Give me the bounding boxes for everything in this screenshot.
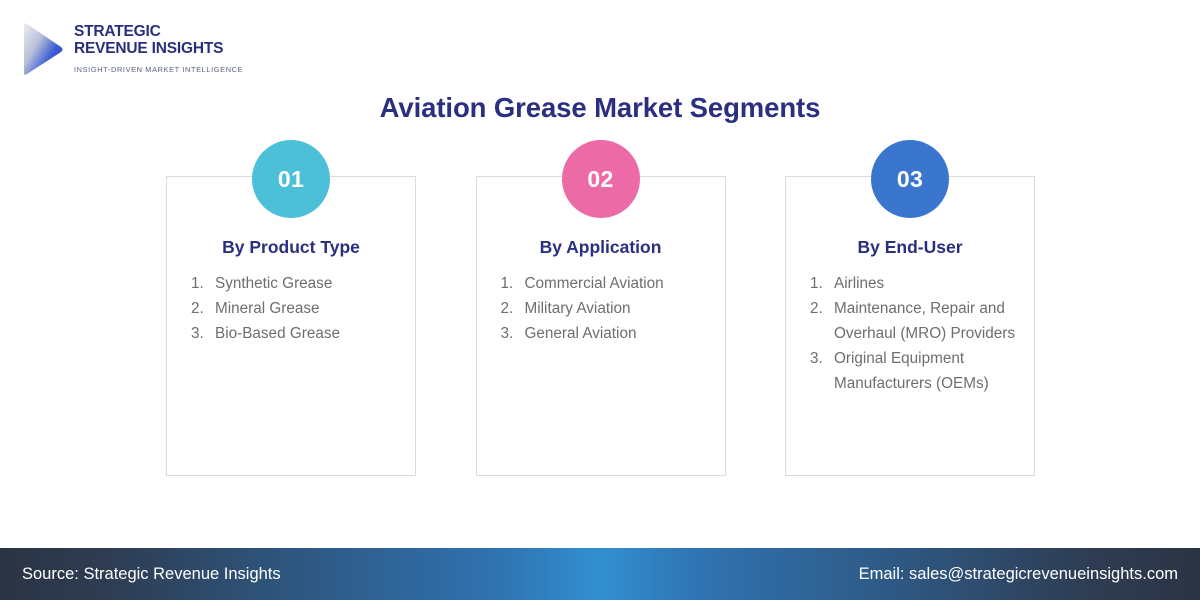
list-item: 2. Maintenance, Repair and Overhaul (MRO… [810,296,1022,346]
segment-badge-03: 03 [871,140,949,218]
list-item: 3. Original Equipment Manufacturers (OEM… [810,346,1022,396]
brand-logo-text: STRATEGIC REVENUE INSIGHTS INSIGHT-DRIVE… [74,20,243,74]
list-item: 1. Commercial Aviation [501,271,713,296]
page-title: Aviation Grease Market Segments [379,92,821,123]
list-item: 2. Mineral Grease [191,296,403,321]
list-item-number: 1. [500,275,514,292]
list-item-label: Airlines [834,275,885,292]
segment-list-end-user: 1. Airlines 2. Maintenance, Repair and O… [810,271,1022,396]
segment-badge-01: 01 [252,140,330,218]
list-item-number: 3. [191,325,204,342]
list-item-label: Bio-Based Grease [215,325,340,342]
list-item-label: Synthetic Grease [215,275,333,292]
list-item: 3. Bio-Based Grease [191,321,403,346]
list-item-number: 1. [191,275,204,292]
list-item-label: Military Aviation [524,300,631,317]
segment-list-application: 1. Commercial Aviation 2. Military Aviat… [501,271,713,346]
list-item-number: 3. [500,325,514,342]
segment-heading-end-user: By End-User [857,237,963,257]
segment-heading-application: By Application [539,237,662,257]
segment-cards-container: 01 By Product Type 1. Synthetic Grease 2… [166,140,1035,476]
segment-card-application: 02 By Application 1. Commercial Aviation… [475,140,726,476]
list-item-number: 2. [191,300,204,317]
brand-logo-line1: STRATEGIC [74,23,161,40]
segment-badge-02: 02 [561,140,640,218]
list-item: 2. Military Aviation [501,296,713,321]
brand-logo-line2: REVENUE INSIGHTS [74,40,224,57]
list-item: 1. Airlines [810,271,1022,296]
list-item-label: Mineral Grease [215,300,320,317]
footer-email[interactable]: Email: sales@strategicrevenueinsights.co… [858,564,1178,583]
brand-logo: STRATEGIC REVENUE INSIGHTS INSIGHT-DRIVE… [22,20,243,78]
list-item-label: General Aviation [524,325,637,342]
segment-card-product-type: 01 By Product Type 1. Synthetic Grease 2… [166,140,416,476]
footer-source: Source: Strategic Revenue Insights [22,564,281,583]
footer-bar: Source: Strategic Revenue Insights Email… [0,548,1200,600]
list-item-number: 3. [810,350,823,367]
list-item: 1. Synthetic Grease [191,271,403,296]
list-item-label: Commercial Aviation [524,275,664,292]
segment-card-end-user: 03 By End-User 1. Airlines 2. Maintenanc… [785,140,1035,476]
segment-list-product-type: 1. Synthetic Grease 2. Mineral Grease 3.… [191,271,403,346]
segment-heading-product-type: By Product Type [222,237,360,257]
list-item-number: 1. [810,275,823,292]
brand-logo-tagline: INSIGHT-DRIVEN MARKET INTELLIGENCE [74,65,244,74]
list-item: 3. General Aviation [501,321,713,346]
chevron-right-logo-icon [24,23,63,75]
list-item-label: Original Equipment Manufacturers (OEMs) [834,350,989,392]
list-item-number: 2. [810,300,823,317]
list-item-number: 2. [500,300,514,317]
list-item-label: Maintenance, Repair and Overhaul (MRO) P… [834,300,1016,342]
